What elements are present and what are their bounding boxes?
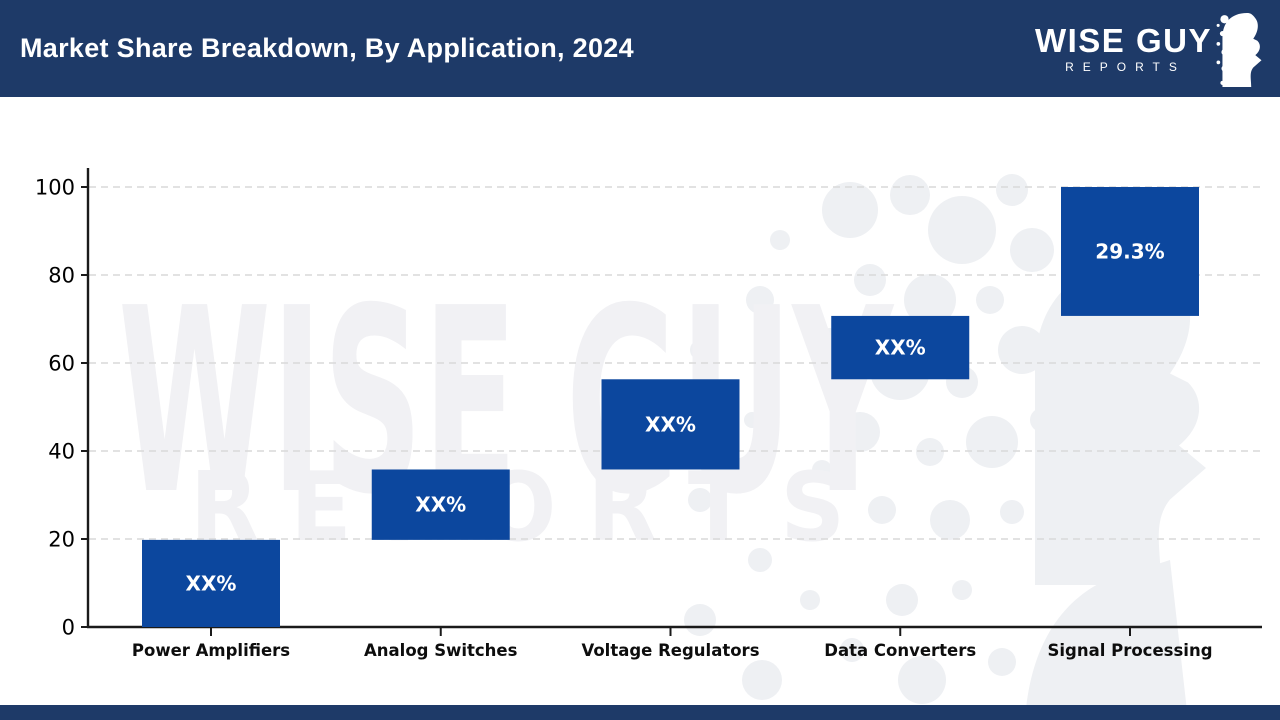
category-label: Voltage Regulators bbox=[581, 641, 759, 660]
wise-guy-reports-logo: WISE GUY REPORTS bbox=[1035, 11, 1280, 87]
y-tick-label: 100 bbox=[35, 176, 75, 200]
category-label: Power Amplifiers bbox=[132, 641, 290, 660]
header-bar: Market Share Breakdown, By Application, … bbox=[0, 0, 1280, 97]
watermark-dotted-head-icon bbox=[684, 174, 1206, 720]
bar bbox=[142, 539, 280, 627]
y-tick-label: 80 bbox=[48, 264, 75, 288]
logo-text: WISE GUY REPORTS bbox=[1035, 24, 1212, 74]
footer-bar bbox=[0, 705, 1280, 720]
y-tick-label: 60 bbox=[48, 352, 75, 376]
logo-subtitle: REPORTS bbox=[1065, 59, 1186, 74]
bar bbox=[831, 315, 970, 380]
bar bbox=[601, 379, 740, 470]
category-label: Data Converters bbox=[824, 641, 976, 660]
y-tick-label: 40 bbox=[48, 440, 75, 464]
page-title: Market Share Breakdown, By Application, … bbox=[20, 33, 634, 63]
watermark-text-line2: R E P O R T S bbox=[190, 453, 845, 563]
category-label: Analog Switches bbox=[364, 641, 518, 660]
logo-wordmark: WISE GUY bbox=[1034, 21, 1212, 59]
bar-value-label: XX% bbox=[645, 412, 696, 436]
bar-value-label: 29.3% bbox=[1095, 239, 1164, 263]
bar bbox=[371, 469, 510, 540]
bar bbox=[1061, 187, 1199, 316]
bar-value-label: XX% bbox=[415, 493, 466, 517]
logo-head-icon bbox=[1216, 12, 1262, 87]
category-label: Signal Processing bbox=[1047, 641, 1212, 660]
y-tick-label: 0 bbox=[62, 616, 75, 640]
bar-value-label: XX% bbox=[875, 336, 926, 360]
bar-value-label: XX% bbox=[186, 571, 237, 595]
y-tick-label: 20 bbox=[48, 528, 75, 552]
